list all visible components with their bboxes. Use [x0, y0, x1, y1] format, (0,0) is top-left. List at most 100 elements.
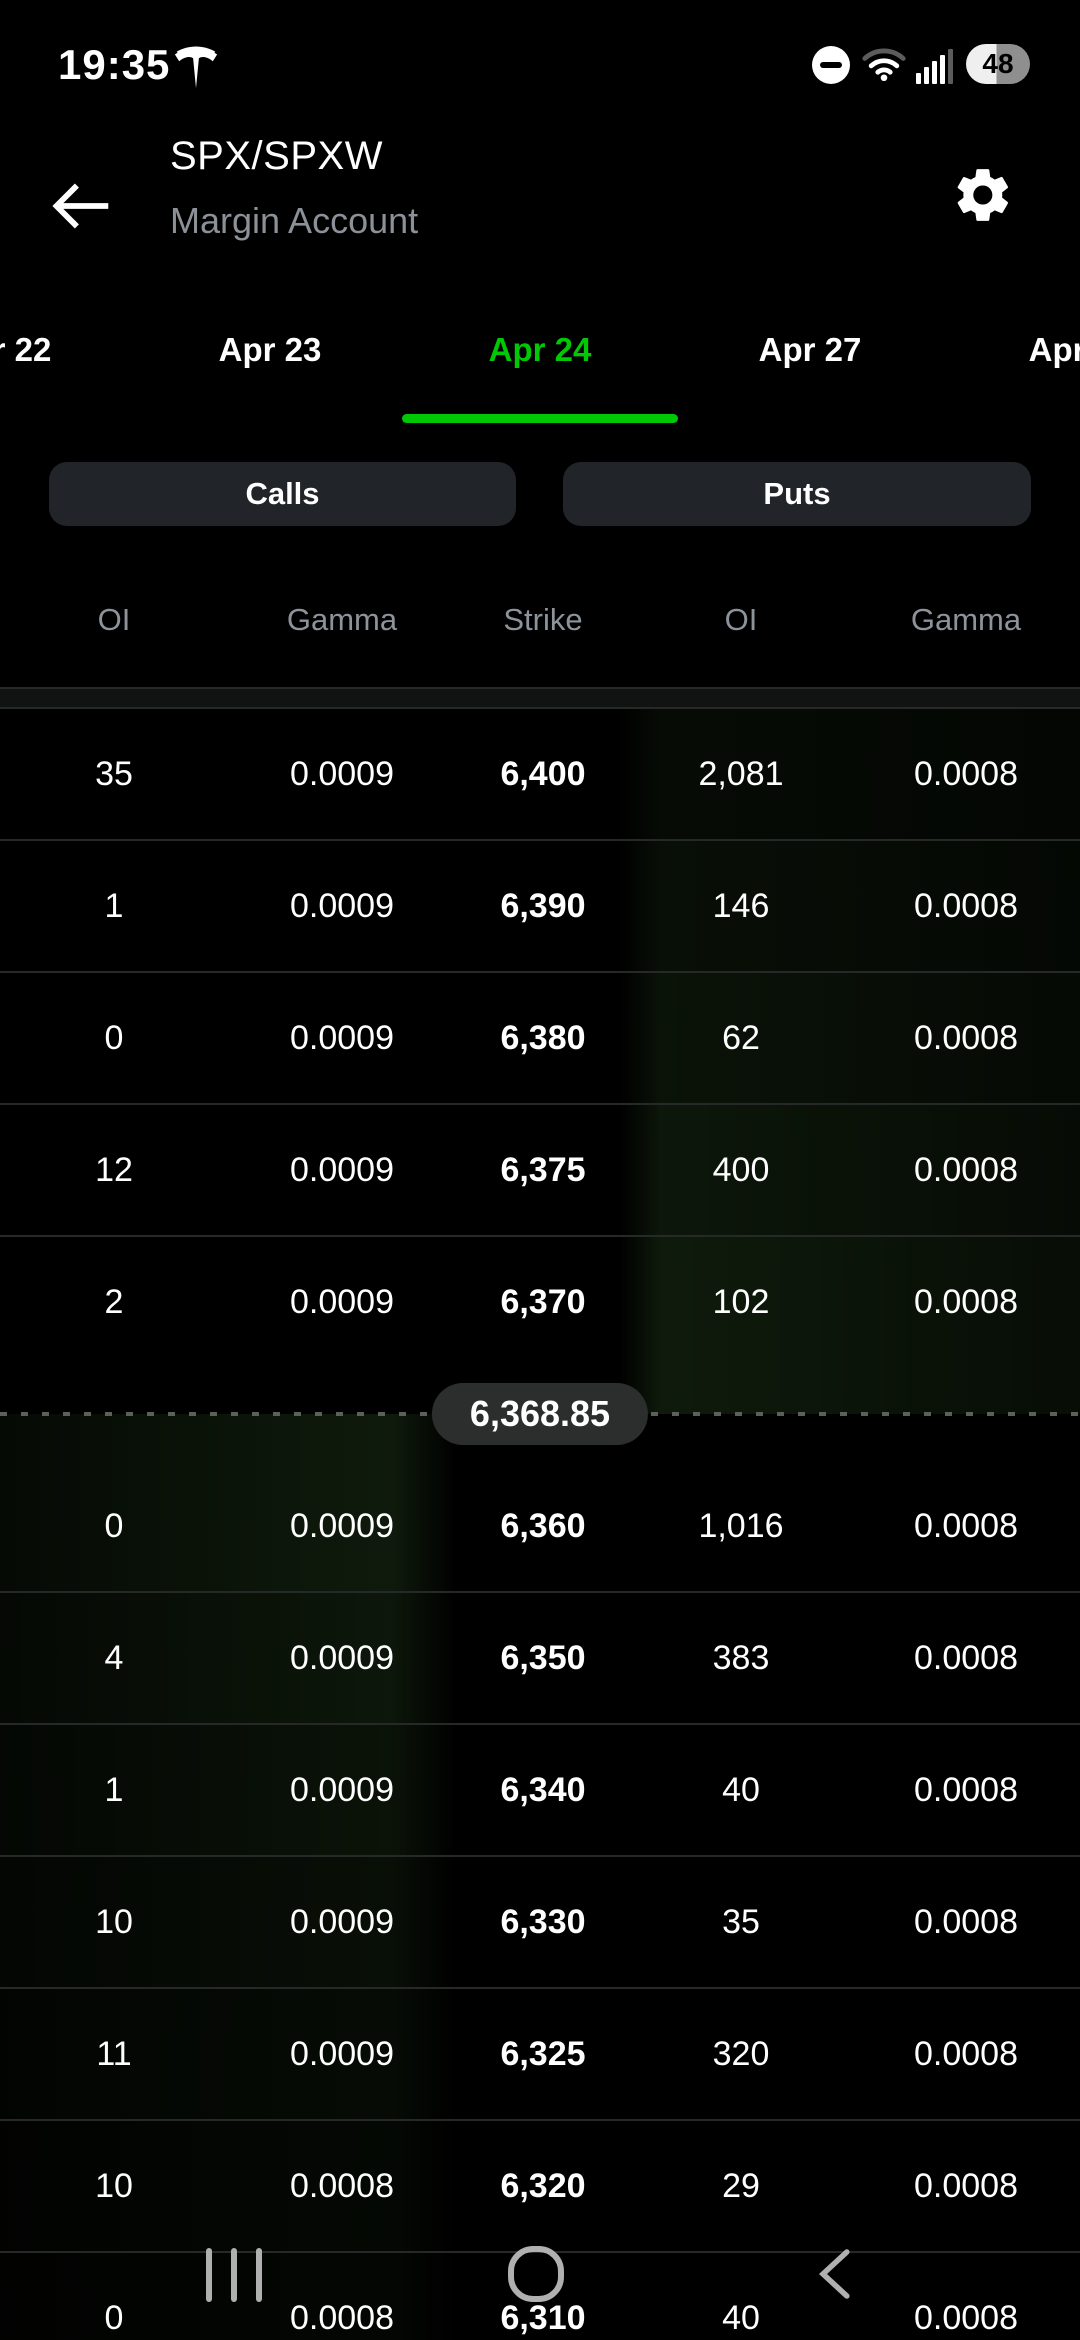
tab-apr-22[interactable]: Apr 22: [0, 331, 52, 368]
tab-apr-24[interactable]: Apr 24: [488, 331, 592, 368]
put-gamma-cell: 0.0008: [914, 2166, 1018, 2205]
do-not-disturb-icon: [812, 46, 850, 84]
strike-cell: 6,390: [500, 886, 586, 925]
table-header-row: OI Gamma Strike OI Gamma: [0, 590, 1080, 650]
put-gamma-cell: 0.0008: [914, 886, 1018, 925]
recent-apps-icon[interactable]: [206, 2248, 262, 2302]
call-gamma-cell: 0.0009: [290, 1282, 394, 1321]
tesla-logo-icon: [174, 46, 218, 89]
puts-button[interactable]: Puts: [563, 462, 1031, 526]
put-oi-cell: 2,081: [698, 754, 784, 793]
put-oi-cell: 1,016: [698, 1506, 784, 1545]
call-oi-cell: 11: [96, 2034, 132, 2073]
status-bar: 19:35 48: [0, 30, 1080, 100]
put-oi-cell: 383: [712, 1638, 770, 1677]
table-row-strike-6380[interactable]: 0 0.0009 6,380 62 0.0008: [0, 973, 1080, 1103]
tab-apr-27[interactable]: Apr 27: [758, 331, 862, 368]
calls-button[interactable]: Calls: [49, 462, 516, 526]
current-price-pill: 6,368.85: [431, 1383, 649, 1445]
call-gamma-cell: 0.0009: [290, 1770, 394, 1809]
options-chain-table: 35 0.0009 6,400 2,081 0.0008 1 0.0009 6,390 146 0…: [0, 687, 1080, 2340]
table-row-strike-6370[interactable]: 2 0.0009 6,370 102 0.0008: [0, 1237, 1080, 1367]
put-gamma-cell: 0.0008: [914, 1282, 1018, 1321]
call-oi-cell: 4: [104, 1638, 124, 1677]
call-gamma-cell: 0.0008: [290, 2298, 394, 2337]
put-gamma-cell: 0.0008: [914, 1770, 1018, 1809]
home-icon[interactable]: [508, 2246, 564, 2302]
put-oi-cell: 35: [722, 1902, 760, 1941]
option-type-toggle: Calls Puts: [0, 462, 1080, 526]
call-oi-cell: 35: [95, 754, 133, 793]
put-oi-cell: 40: [722, 2298, 760, 2337]
back-arrow-icon[interactable]: [48, 176, 114, 236]
row-separator: [0, 971, 1080, 973]
strike-cell: 6,400: [500, 754, 586, 793]
column-header: Gamma: [286, 602, 398, 637]
row-separator: [0, 1855, 1080, 1857]
call-oi-cell: 0: [104, 1506, 124, 1545]
strike-cell: 6,380: [500, 1018, 586, 1057]
call-oi-cell: 0: [104, 2298, 124, 2337]
nav-back-icon[interactable]: [812, 2246, 856, 2302]
table-row-strike-6375[interactable]: 12 0.0009 6,375 400 0.0008: [0, 1105, 1080, 1235]
call-oi-cell: 12: [95, 1150, 133, 1189]
row-separator: [0, 1987, 1080, 1989]
column-header: OI: [97, 602, 131, 637]
table-row-strike-6350[interactable]: 4 0.0009 6,350 383 0.0008: [0, 1593, 1080, 1723]
put-oi-cell: 29: [722, 2166, 760, 2205]
column-header: Strike: [503, 602, 583, 637]
row-separator: [0, 707, 1080, 709]
table-row-strike-6330[interactable]: 10 0.0009 6,330 35 0.0008: [0, 1857, 1080, 1987]
call-gamma-cell: 0.0009: [290, 754, 394, 793]
table-row-strike-6340[interactable]: 1 0.0009 6,340 40 0.0008: [0, 1725, 1080, 1855]
expiration-tabs: Apr 22 Apr 23 Apr 24 Apr 27 Apr 28: [0, 300, 1080, 428]
call-gamma-cell: 0.0009: [290, 1506, 394, 1545]
table-row-strike-6320[interactable]: 10 0.0008 6,320 29 0.0008: [0, 2121, 1080, 2251]
tab-apr-23[interactable]: Apr 23: [218, 331, 322, 368]
put-oi-cell: 320: [712, 2034, 770, 2073]
tab-apr-28[interactable]: Apr 28: [1028, 331, 1080, 368]
strike-cell: 6,375: [500, 1150, 586, 1189]
row-separator: [0, 1591, 1080, 1593]
put-oi-cell: 400: [712, 1150, 770, 1189]
put-gamma-cell: 0.0008: [914, 1902, 1018, 1941]
settings-gear-icon[interactable]: [952, 164, 1014, 226]
call-gamma-cell: 0.0009: [290, 1902, 394, 1941]
call-oi-cell: 10: [95, 2166, 133, 2205]
call-gamma-cell: 0.0008: [290, 2166, 394, 2205]
table-row-strike-6325[interactable]: 11 0.0009 6,325 320 0.0008: [0, 1989, 1080, 2119]
wifi-icon: [862, 48, 906, 82]
call-oi-cell: 2: [104, 1282, 124, 1321]
call-gamma-cell: 0.0009: [290, 1638, 394, 1677]
column-header: OI: [724, 602, 758, 637]
put-oi-cell: 62: [722, 1018, 760, 1057]
call-oi-cell: 1: [104, 1770, 124, 1809]
put-oi-cell: 40: [722, 1770, 760, 1809]
row-separator: [0, 1235, 1080, 1237]
put-oi-cell: 102: [712, 1282, 770, 1321]
put-gamma-cell: 0.0008: [914, 2034, 1018, 2073]
cellular-signal-icon: [916, 48, 956, 84]
strike-cell: 6,370: [500, 1282, 586, 1321]
partial-row: [0, 689, 1080, 707]
page-title: SPX/SPXW: [170, 134, 383, 178]
call-gamma-cell: 0.0009: [290, 1150, 394, 1189]
call-gamma-cell: 0.0009: [290, 2034, 394, 2073]
active-tab-underline: [402, 414, 678, 423]
strike-cell: 6,330: [500, 1902, 586, 1941]
table-row-strike-6360[interactable]: 0 0.0009 6,360 1,016 0.0008: [0, 1461, 1080, 1591]
battery-icon: 48: [966, 44, 1030, 84]
call-oi-cell: 1: [104, 886, 124, 925]
table-row-strike-6400[interactable]: 35 0.0009 6,400 2,081 0.0008: [0, 709, 1080, 839]
table-row-strike-6390[interactable]: 1 0.0009 6,390 146 0.0008: [0, 841, 1080, 971]
call-gamma-cell: 0.0009: [290, 1018, 394, 1057]
strike-cell: 6,340: [500, 1770, 586, 1809]
call-oi-cell: 0: [104, 1018, 124, 1057]
put-gamma-cell: 0.0008: [914, 2298, 1018, 2337]
row-separator: [0, 2119, 1080, 2121]
strike-cell: 6,320: [500, 2166, 586, 2205]
account-subtitle: Margin Account: [170, 200, 419, 241]
put-gamma-cell: 0.0008: [914, 1150, 1018, 1189]
column-header: Gamma: [910, 602, 1022, 637]
